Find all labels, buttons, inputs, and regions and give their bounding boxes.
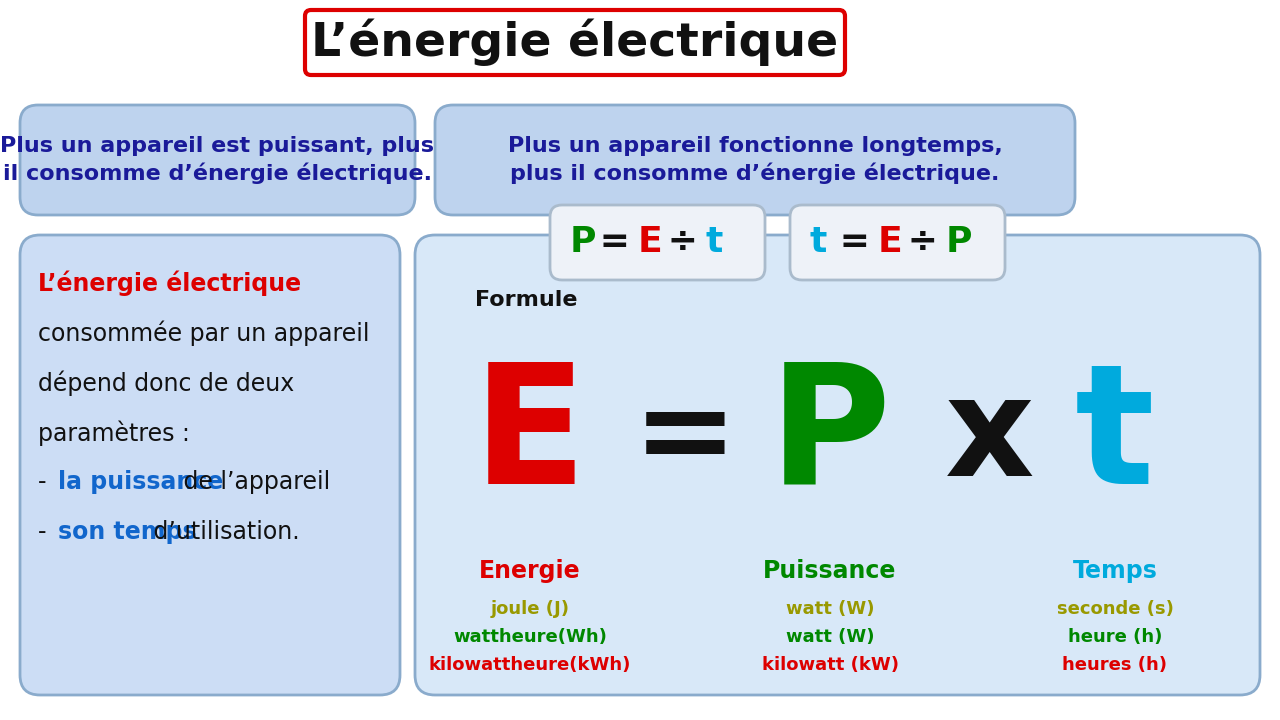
FancyBboxPatch shape: [415, 235, 1260, 695]
Text: t: t: [1075, 356, 1155, 519]
Text: la puissance: la puissance: [58, 470, 223, 494]
Text: t: t: [810, 225, 827, 259]
Text: dépend donc de deux: dépend donc de deux: [38, 370, 294, 395]
Text: -: -: [38, 520, 54, 544]
FancyBboxPatch shape: [550, 205, 765, 280]
Text: =: =: [632, 377, 737, 498]
Text: heure (h): heure (h): [1068, 628, 1162, 646]
Text: P: P: [946, 225, 973, 259]
FancyBboxPatch shape: [20, 235, 399, 695]
Text: =: =: [827, 225, 883, 259]
Text: E: E: [637, 225, 663, 259]
Text: d’utilisation.: d’utilisation.: [146, 520, 300, 544]
Text: Energie: Energie: [479, 559, 581, 582]
Text: -: -: [38, 470, 54, 494]
Text: ÷: ÷: [655, 225, 710, 259]
Text: kilowattheure(kWh): kilowattheure(kWh): [429, 656, 631, 674]
Text: kilowatt (kW): kilowatt (kW): [762, 656, 899, 674]
Text: consommée par un appareil: consommée par un appareil: [38, 320, 370, 346]
Text: L’énergie électrique: L’énergie électrique: [38, 270, 301, 295]
FancyBboxPatch shape: [435, 105, 1075, 215]
FancyBboxPatch shape: [305, 10, 845, 75]
Text: watt (W): watt (W): [786, 600, 874, 618]
Text: Puissance: Puissance: [763, 559, 897, 582]
Text: P: P: [769, 356, 891, 519]
FancyBboxPatch shape: [790, 205, 1005, 280]
Text: Plus un appareil fonctionne longtemps,
plus il consomme d’énergie électrique.: Plus un appareil fonctionne longtemps, p…: [508, 136, 1002, 184]
Text: joule (J): joule (J): [490, 600, 570, 618]
Text: x: x: [945, 370, 1034, 505]
Text: de l’appareil: de l’appareil: [177, 470, 330, 494]
Text: paramètres :: paramètres :: [38, 420, 189, 446]
Text: t: t: [707, 225, 723, 259]
Text: seconde (s): seconde (s): [1056, 600, 1174, 618]
Text: heures (h): heures (h): [1062, 656, 1167, 674]
Text: ÷: ÷: [895, 225, 951, 259]
Text: Formule: Formule: [475, 290, 577, 310]
Text: P: P: [570, 225, 596, 259]
Text: E: E: [878, 225, 902, 259]
Text: watt (W): watt (W): [786, 628, 874, 646]
Text: Plus un appareil est puissant, plus
il consomme d’énergie électrique.: Plus un appareil est puissant, plus il c…: [0, 136, 434, 184]
Text: Temps: Temps: [1073, 559, 1157, 582]
Text: L’énergie électrique: L’énergie électrique: [311, 19, 838, 66]
Text: =: =: [588, 225, 643, 259]
FancyBboxPatch shape: [20, 105, 415, 215]
Text: son temps: son temps: [58, 520, 196, 544]
Text: E: E: [474, 356, 586, 519]
Text: wattheure(Wh): wattheure(Wh): [453, 628, 607, 646]
